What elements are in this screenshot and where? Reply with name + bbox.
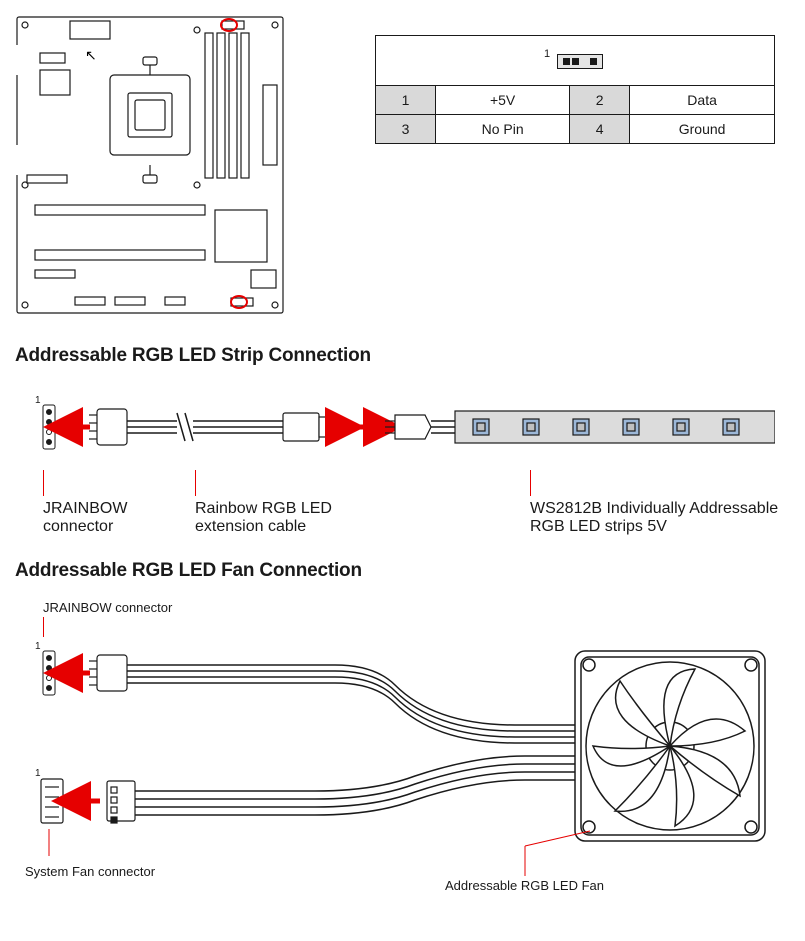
- svg-text:1: 1: [35, 395, 41, 406]
- pin-val: Ground: [630, 115, 775, 144]
- header-highlight-top-icon: [220, 18, 238, 32]
- cursor-icon: ↖: [85, 47, 97, 64]
- label-jrainbow-top: JRAINBOW connector: [43, 600, 172, 615]
- motherboard-diagram: ↖: [15, 15, 285, 320]
- svg-text:1: 1: [35, 768, 41, 779]
- pinout-table: 1 1 +5V 2 Data 3 No Pin 4 Ground: [375, 35, 775, 144]
- pin1-label: 1: [544, 48, 550, 60]
- strip-connection-diagram: 1: [35, 385, 790, 530]
- pin-num: 3: [376, 115, 436, 144]
- label-extcable: Rainbow RGB LED extension cable: [195, 470, 345, 536]
- section-title-strip: Addressable RGB LED Strip Connection: [15, 345, 790, 367]
- connector-icon: [557, 54, 603, 69]
- pin-val: No Pin: [436, 115, 570, 144]
- pinout-table-wrap: 1 1 +5V 2 Data 3 No Pin 4 Ground: [375, 15, 790, 320]
- header-highlight-bottom-icon: [230, 295, 248, 309]
- svg-text:1: 1: [35, 641, 41, 652]
- pin-val: +5V: [436, 86, 570, 115]
- label-strip: WS2812B Individually Addressable RGB LED…: [530, 470, 790, 536]
- fan-connection-diagram: JRAINBOW connector 1: [35, 600, 790, 916]
- motherboard-svg: [15, 15, 285, 315]
- pin-num: 4: [570, 115, 630, 144]
- section-title-fan: Addressable RGB LED Fan Connection: [15, 560, 790, 582]
- pin-num: 2: [570, 86, 630, 115]
- label-fan: Addressable RGB LED Fan: [445, 878, 604, 893]
- label-jrainbow: JRAINBOW connector: [43, 470, 153, 536]
- pinout-header-cell: 1: [376, 36, 775, 86]
- pin-num: 1: [376, 86, 436, 115]
- label-sysfan: System Fan connector: [25, 864, 155, 879]
- pin-val: Data: [630, 86, 775, 115]
